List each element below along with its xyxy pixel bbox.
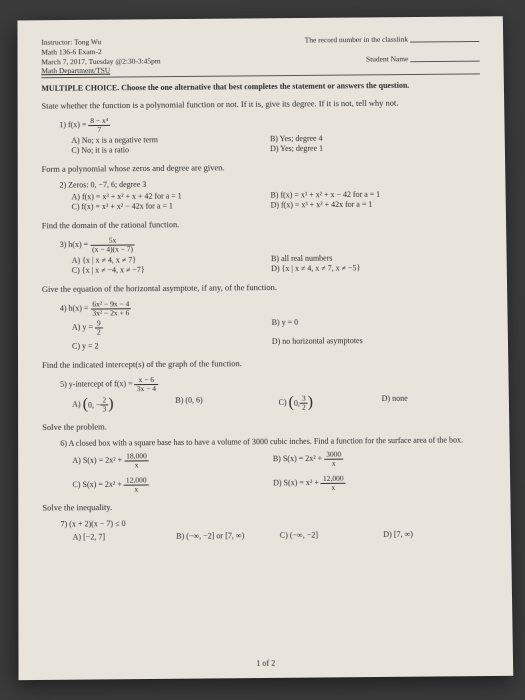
q3-choice-a: A) {x | x ≠ 4, x ≠ 7} [71,254,270,265]
question-5: 5) y-intercept of f(x) = x − 63x − 4 A) … [42,373,485,414]
q6-choice-c: C) S(x) = 2x² + 12,000x [72,475,273,493]
question-7: 7) (x + 2)(x − 7) ≤ 0 A) [−2, 7] B) (−∞,… [42,516,487,543]
q4-choice-c: C) y = 2 [71,340,271,351]
q2-choice-b: B) f(x) = x³ + x² + x − 42 for a = 1 [270,189,481,200]
q5-choice-b: B) (0, 6) [175,395,278,412]
q5-choice-a: A) 0, −23 [72,396,175,413]
q4-choice-d: D) no horizontal asymptotes [271,335,483,346]
record-label: The record number in the classlink [304,34,479,45]
q1-stem: 1) f(x) = [59,120,88,129]
q6-choice-b: B) S(x) = 2x² + 3000x [272,449,485,467]
q5-choice-d: D) none [381,393,484,410]
prompt-6: Solve the problem. [42,418,485,432]
student-label: Student Name [365,53,479,64]
prompt-1: State whether the function is a polynomi… [41,97,480,111]
q7-stem: 7) (x + 2)(x − 7) ≤ 0 [42,516,486,529]
q6-stem: 6) A closed box with a square base has t… [42,435,485,448]
q7-choice-b: B) (−∞, −2] or [7, ∞) [176,531,280,541]
mc-title: MULTIPLE CHOICE. Choose the one alternat… [41,80,480,93]
q4-choice-b: B) y = 0 [271,316,483,327]
q1-choice-a: A) No; x is a negative term [71,134,270,145]
q5-choice-c: C) 0, 32 [278,394,381,411]
page-footer: 1 of 2 [18,656,513,670]
q2-choice-c: C) f(x) = x³ + x² − 42x for a = 1 [71,201,270,212]
q5-stem: 5) y-intercept of f(x) = [60,379,135,389]
q6-choice-a: A) S(x) = 2x² + 18,000x [72,451,273,469]
question-4: 4) h(x) = 6x² − 9x − 43x² − 2x + 6 A) y … [41,297,483,352]
q3-choice-b: B) all real numbers [271,252,483,263]
q4-choice-a: A) y = 92 [71,318,271,336]
q2-choice-d: D) f(x) = x³ + x² + 42x for a = 1 [270,199,481,210]
question-6: 6) A closed box with a square base has t… [42,435,486,494]
q7-choice-c: C) (−∞, −2] [279,530,383,540]
exam-page: Instructor: Tong Wu The record number in… [17,16,513,680]
q2-stem: 2) Zeros: 0, −7, 6; degree 3 [41,177,481,190]
q1-choice-b: B) Yes; degree 4 [269,133,480,144]
q1-choice-c: C) No; it is a ratio [71,144,270,155]
q6-choice-d: D) S(x) = x² + 12,000x [273,473,486,491]
question-2: 2) Zeros: 0, −7, 6; degree 3 A) f(x) = x… [41,177,481,213]
instructor-line: Instructor: Tong Wu [41,37,101,47]
q7-choice-d: D) [7, ∞) [383,529,487,539]
prompt-7: Solve the inequality. [42,499,486,513]
header: Instructor: Tong Wu The record number in… [41,34,480,76]
prompt-4: Give the equation of the horizontal asym… [41,280,482,294]
date-line: March 7, 2017, Tuesday @2:30-3:45pm [41,56,160,67]
prompt-3: Find the domain of the rational function… [41,217,482,231]
q3-stem: 3) h(x) = [59,240,89,249]
q4-stem: 4) h(x) = [59,303,90,312]
q2-choice-a: A) f(x) = x³ + x² + x + 42 for a = 1 [71,191,270,202]
question-3: 3) h(x) = 5x(x − 4)(x − 7) A) {x | x ≠ 4… [41,234,482,277]
q3-choice-d: D) {x | x ≠ 4, x ≠ 7, x ≠ −5} [271,262,483,273]
prompt-5: Find the indicated intercept(s) of the g… [42,356,484,370]
q3-choice-c: C) {x | x ≠ −4, x ≠ −7} [71,264,270,275]
prompt-2: Form a polynomial whose zeros and degree… [41,160,481,174]
q7-choice-a: A) [−2, 7] [72,532,176,542]
q1-choice-d: D) Yes; degree 1 [270,142,481,153]
question-1: 1) f(x) = 8 − x⁴7 A) No; x is a negative… [41,114,481,156]
